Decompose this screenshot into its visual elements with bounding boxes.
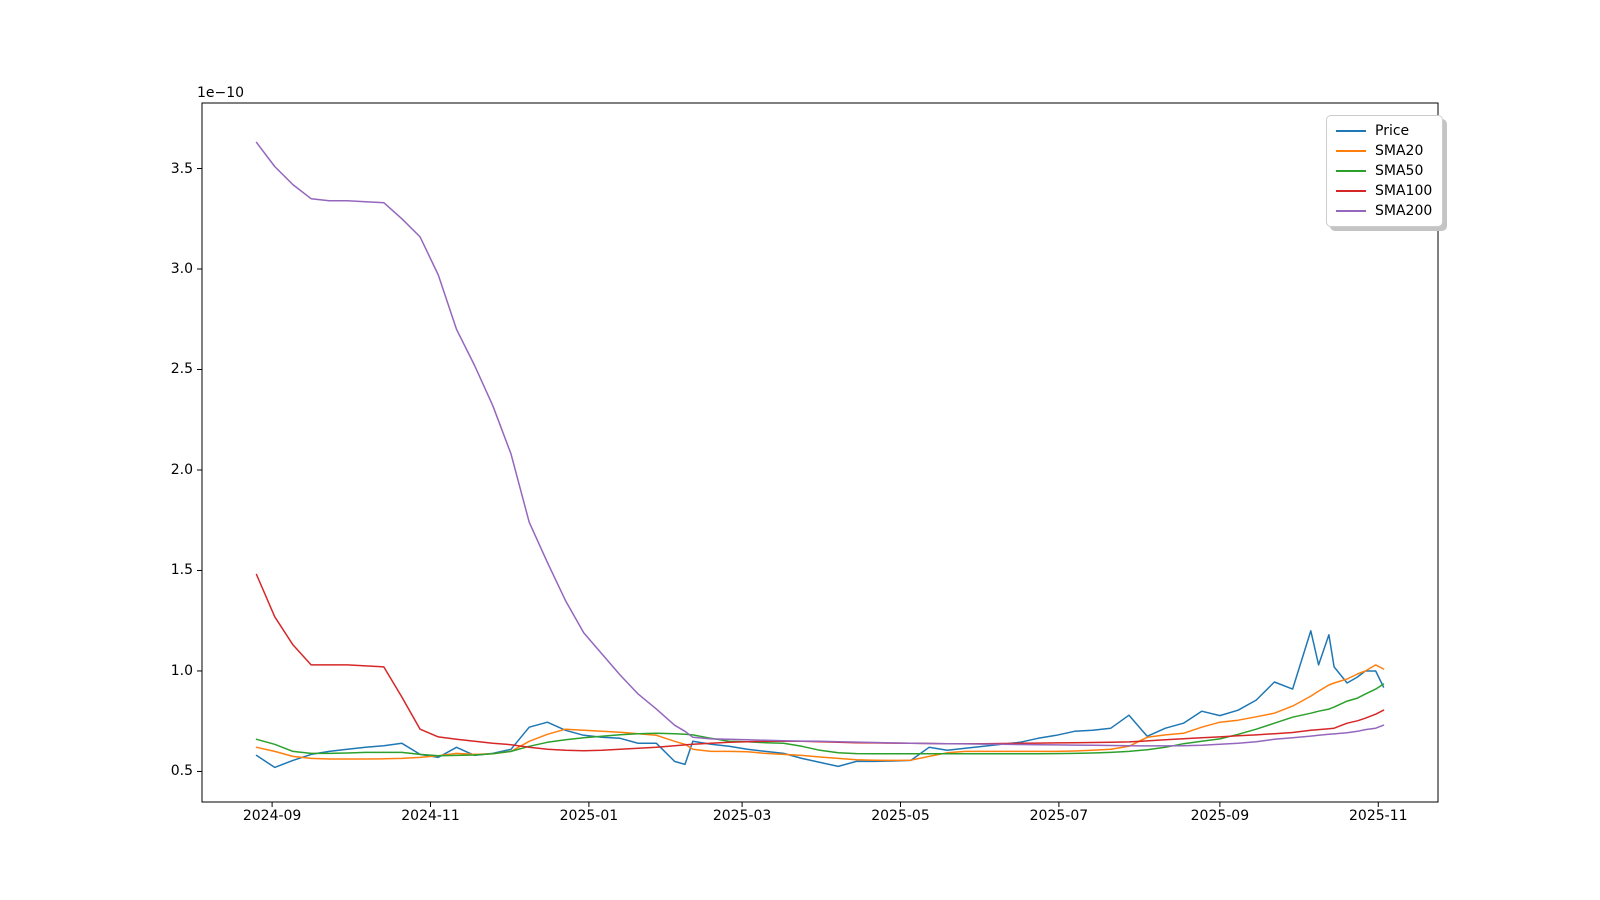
plot-border xyxy=(201,102,1439,803)
legend-line-sample-icon xyxy=(1336,150,1366,152)
y-tick-label: 3.0 xyxy=(170,261,193,277)
legend-entry: SMA100 xyxy=(1333,181,1436,201)
x-tick-label: 2024-11 xyxy=(401,808,460,824)
legend-entries: Price SMA20 SMA50 SMA100 SMA200 xyxy=(1333,121,1436,221)
y-tick-label: 1.0 xyxy=(170,662,193,679)
sma20-line xyxy=(255,664,1385,762)
y-tick-label: 3.5 xyxy=(170,160,193,177)
y-tick-label: 0.5 xyxy=(170,763,193,780)
y-tick-label: 1.5 xyxy=(170,562,193,579)
sma50-line xyxy=(255,683,1385,757)
x-tick-label: 2025-05 xyxy=(871,808,930,824)
sma200-line xyxy=(255,141,1385,747)
legend-entry: Price xyxy=(1333,121,1436,141)
legend-entry: SMA20 xyxy=(1333,141,1436,161)
legend-line-sample-icon xyxy=(1336,170,1366,172)
legend-label: SMA200 xyxy=(1375,203,1433,219)
legend-line-sample-icon xyxy=(1336,130,1366,132)
legend-label: SMA20 xyxy=(1375,143,1424,159)
x-tick-label: 2025-07 xyxy=(1029,808,1089,824)
x-tick-label: 2024-09 xyxy=(242,808,302,824)
x-tick-label: 2025-03 xyxy=(712,808,772,824)
y-tick-label: 2.0 xyxy=(170,461,193,478)
legend-line-sample-icon xyxy=(1336,210,1366,212)
x-tick-label: 2025-01 xyxy=(559,808,619,824)
legend-label: SMA100 xyxy=(1375,183,1433,199)
legend-entry: SMA50 xyxy=(1333,161,1436,181)
legend: Price SMA20 SMA50 SMA100 SMA200 xyxy=(1326,115,1444,227)
legend-label: Price xyxy=(1375,123,1410,139)
x-tick-label: 2025-11 xyxy=(1349,808,1408,824)
y-tick-label: 2.5 xyxy=(170,361,193,378)
x-tick-label: 2025-09 xyxy=(1190,808,1250,824)
y-axis-offset-label: 1e−10 xyxy=(197,85,245,101)
legend-label: SMA50 xyxy=(1375,163,1424,179)
price-line xyxy=(255,630,1385,769)
legend-line-sample-icon xyxy=(1336,190,1366,192)
legend-entry: SMA200 xyxy=(1333,201,1436,221)
